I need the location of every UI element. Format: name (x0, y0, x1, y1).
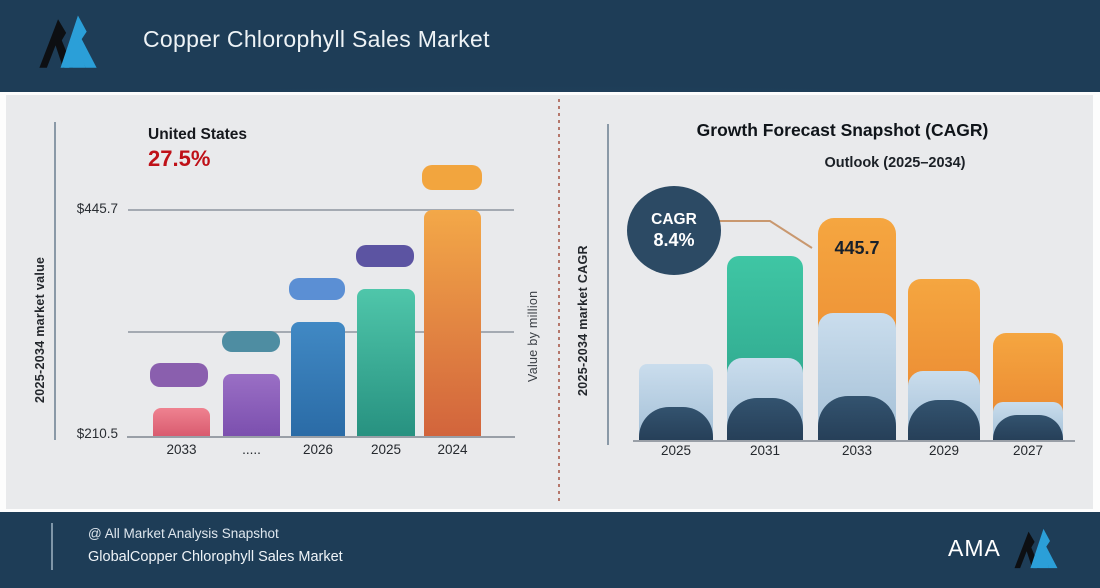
cagr-badge: CAGR 8.4% (627, 186, 721, 275)
left-bar-2024 (424, 210, 481, 437)
header-band: Copper Chlorophyll Sales Market (0, 0, 1100, 92)
right-y-axis-title: 2025-2034 market CAGR (576, 245, 590, 396)
footer-snapshot-text: @ All Market Analysis Snapshot (88, 526, 279, 541)
footer-band (0, 512, 1100, 588)
left-bar-cap-2025 (356, 245, 414, 267)
left-xlabel-2033: 2033 (166, 442, 197, 457)
right-xlabel-2031: 2031 (749, 443, 781, 458)
page-title: Copper Chlorophyll Sales Market (143, 26, 490, 52)
bar-value-annotation: 445.7 (834, 238, 880, 258)
right-chart-title: Growth Forecast Snapshot (CAGR) (696, 120, 989, 140)
region-label: United States (148, 126, 248, 143)
right-bar-2031-base (727, 398, 803, 441)
left-bar-cap-2026 (289, 278, 345, 300)
right-y-axis-line (607, 124, 609, 445)
left-xlabel-2025: 2025 (370, 442, 402, 457)
right-xlabel-2025: 2025 (660, 443, 692, 458)
left-tick-bottom: $210.5 (76, 426, 118, 441)
left-bar-2025 (357, 289, 415, 437)
right-x-axis-line (633, 440, 1075, 442)
right-xlabel-2027: 2027 (1012, 443, 1044, 458)
panel-divider-dashed-line (558, 99, 560, 501)
cagr-badge-label: CAGR (651, 210, 697, 228)
region-value: 27.5% (148, 146, 211, 171)
left-bar-cap-2033 (150, 363, 208, 387)
right-bar-2033-base (818, 396, 896, 441)
left-xlabel-dots: ..... (242, 442, 261, 457)
left-tick-top: $445.7 (76, 201, 118, 216)
right-bar-2027-base (993, 415, 1063, 441)
footer-brand-text: AMA (948, 535, 1001, 561)
right-bar-2025-base (639, 407, 713, 441)
left-bar-dots (223, 374, 280, 437)
left-y-axis-title: 2025-2034 market value (33, 256, 47, 403)
left-bar-cap-dots (222, 331, 280, 352)
left-bar-2026 (291, 322, 345, 437)
left-xlabel-2024: 2024 (437, 442, 468, 457)
left-bar-2033 (153, 408, 210, 437)
cagr-badge-value: 8.4% (653, 229, 695, 250)
left-x-axis-line (127, 436, 515, 438)
divider-axis-label: Value by million (526, 290, 540, 382)
right-xlabel-2033: 2033 (841, 443, 873, 458)
left-y-axis-line (54, 122, 56, 440)
right-xlabel-2029: 2029 (928, 443, 960, 458)
footer-divider-line (51, 523, 53, 570)
left-gridline-top (128, 209, 514, 211)
left-bar-cap-2024 (422, 165, 482, 190)
right-bar-2029-base (908, 400, 980, 441)
footer-ama-logo-icon (1014, 528, 1058, 569)
footer-market-text: GlobalCopper Chlorophyll Sales Market (88, 549, 343, 565)
right-chart-subtitle: Outlook (2025–2034) (824, 155, 966, 171)
left-xlabel-2026: 2026 (302, 442, 334, 457)
ama-logo-icon (39, 15, 97, 68)
